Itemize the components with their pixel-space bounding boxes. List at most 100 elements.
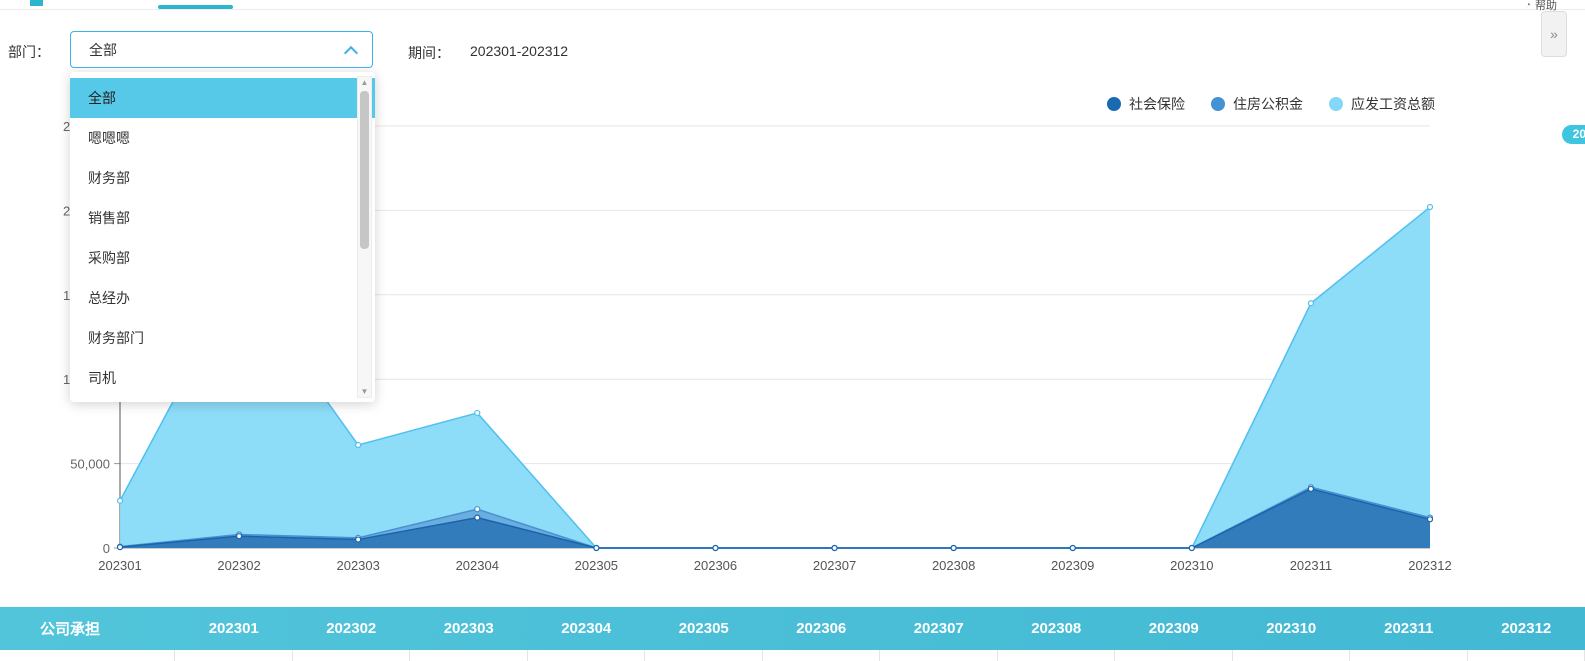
legend-label: 住房公积金 — [1233, 96, 1303, 112]
help-icon: ◔ — [1524, 0, 1531, 11]
company-burden-table: 公司承担 202301 202302 202303 202304 202305 202306… — [0, 607, 1585, 661]
data-point[interactable] — [355, 441, 362, 449]
dropdown-item[interactable]: 财务部 — [88, 170, 130, 186]
table-header-cell: 202307 — [913, 620, 964, 637]
legend-item[interactable]: 应发工资总额 — [1329, 94, 1435, 114]
x-axis-label: 202303 — [336, 558, 379, 573]
table-header-cell: 202302 — [326, 620, 377, 637]
table-header-row: 公司承担 202301 202302 202303 202304 202305 202306… — [0, 607, 1585, 650]
logo-mark — [30, 0, 43, 6]
table-header-cell: 202301 — [208, 620, 259, 637]
data-point[interactable] — [1188, 544, 1195, 552]
legend-dot-icon — [1329, 97, 1343, 111]
data-point[interactable] — [116, 544, 124, 551]
dropdown-item[interactable]: 全部 — [70, 78, 375, 118]
data-point[interactable] — [235, 533, 243, 540]
line-社会保险 — [119, 488, 1431, 549]
x-axis-label: 202312 — [1408, 558, 1451, 573]
data-point[interactable] — [1426, 516, 1434, 523]
data-point[interactable] — [831, 544, 838, 552]
legend-dot-icon — [1107, 97, 1121, 111]
x-axis-label: 202304 — [456, 558, 499, 573]
table-cell — [645, 650, 763, 661]
x-axis-label: 202305 — [575, 558, 618, 573]
table-header-cell: 202306 — [796, 620, 847, 637]
y-axis-label: 0 — [103, 541, 110, 556]
period-filter-value: 202301-202312 — [470, 43, 569, 59]
table-cell — [1233, 650, 1350, 661]
department-dropdown-list: 全部嗯嗯嗯财务部销售部采购部总经办财务部门司机 — [70, 78, 375, 398]
table-header-cell: 202309 — [1148, 620, 1199, 637]
data-point[interactable] — [950, 544, 957, 552]
data-point[interactable] — [1307, 485, 1315, 493]
area-社会保险 — [120, 488, 1430, 548]
department-filter-label: 部门： — [8, 44, 50, 60]
chevron-up-icon — [343, 45, 359, 61]
data-point[interactable] — [474, 514, 481, 521]
legend-label: 社会保险 — [1129, 96, 1185, 112]
data-point[interactable] — [116, 497, 124, 504]
table-cell — [998, 650, 1115, 661]
table-cell — [1115, 650, 1233, 661]
dropdown-item[interactable]: 司机 — [88, 370, 116, 386]
table-header-cell: 公司承担 — [40, 621, 101, 638]
legend-label: 应发工资总额 — [1351, 96, 1435, 112]
salary-area-chart-svg: 050,000100,000150,000200,000250,00020230… — [63, 119, 1452, 573]
table-header-cell: 202310 — [1266, 620, 1317, 637]
double-chevron-right-icon: » — [1550, 26, 1558, 42]
legend-item[interactable]: 社会保险 — [1107, 94, 1185, 114]
x-axis-label: 202310 — [1170, 558, 1213, 573]
table-header-cell: 202308 — [1031, 620, 1082, 637]
data-point[interactable] — [474, 506, 481, 513]
table-cell — [0, 650, 175, 661]
x-axis-label: 202307 — [813, 558, 856, 573]
legend-item[interactable]: 住房公积金 — [1211, 94, 1303, 114]
data-point[interactable] — [712, 544, 719, 552]
help-label: 帮助 — [1535, 0, 1557, 12]
x-axis-label: 202311 — [1290, 558, 1332, 573]
period-filter-label: 期间： — [408, 45, 450, 61]
table-header-cell: 202303 — [443, 620, 494, 637]
scroll-up-arrow-icon[interactable]: ▲ — [360, 78, 369, 87]
data-point[interactable] — [593, 544, 600, 552]
dropdown-item[interactable]: 采购部 — [88, 250, 130, 266]
y-axis-label: 50,000 — [70, 457, 110, 472]
table-header-cell: 202305 — [678, 620, 729, 637]
table-row — [0, 650, 1585, 661]
scroll-down-arrow-icon[interactable]: ▼ — [360, 387, 369, 396]
dropdown-scrollbar[interactable]: ▲ ▼ — [357, 76, 372, 398]
active-tab-indicator — [158, 5, 233, 9]
table-header-cell: 202304 — [561, 620, 612, 637]
dropdown-item[interactable]: 总经办 — [88, 290, 130, 306]
department-dropdown: 全部嗯嗯嗯财务部销售部采购部总经办财务部门司机 ▲ ▼ — [70, 72, 375, 402]
x-axis-label: 202308 — [932, 558, 975, 573]
x-axis-label: 202302 — [217, 558, 260, 573]
data-point[interactable] — [355, 536, 362, 543]
x-axis-label: 202301 — [98, 558, 141, 573]
dropdown-item[interactable]: 嗯嗯嗯 — [88, 130, 130, 146]
department-select[interactable]: 全部 — [70, 31, 373, 68]
dropdown-item[interactable]: 财务部门 — [88, 330, 144, 346]
table-cell — [880, 650, 998, 661]
table-header-cell: 202311 — [1384, 620, 1434, 637]
table-header-cell: 202312 — [1501, 620, 1552, 637]
chart-legend: 社会保险 住房公积金 应发工资总额 — [1107, 94, 1435, 114]
panel-expand-button[interactable]: » — [1541, 11, 1567, 57]
table-cell — [293, 650, 410, 661]
help-link[interactable]: ◔ 帮助 — [1525, 0, 1557, 12]
x-axis-label: 202309 — [1051, 558, 1094, 573]
table-cell — [528, 650, 645, 661]
table-cell — [1350, 650, 1468, 661]
data-point[interactable] — [1307, 300, 1315, 307]
legend-dot-icon — [1211, 97, 1225, 111]
right-edge-badge: 20 — [1561, 125, 1585, 144]
data-point[interactable] — [1426, 203, 1434, 211]
data-point[interactable] — [474, 409, 481, 417]
topbar-divider — [0, 9, 1585, 10]
scrollbar-thumb[interactable] — [360, 91, 369, 249]
data-point[interactable] — [1069, 544, 1076, 552]
salary-area-chart: 050,000100,000150,000200,000250,00020230… — [63, 119, 1452, 573]
table-cell — [763, 650, 880, 661]
dropdown-item[interactable]: 销售部 — [88, 210, 130, 226]
